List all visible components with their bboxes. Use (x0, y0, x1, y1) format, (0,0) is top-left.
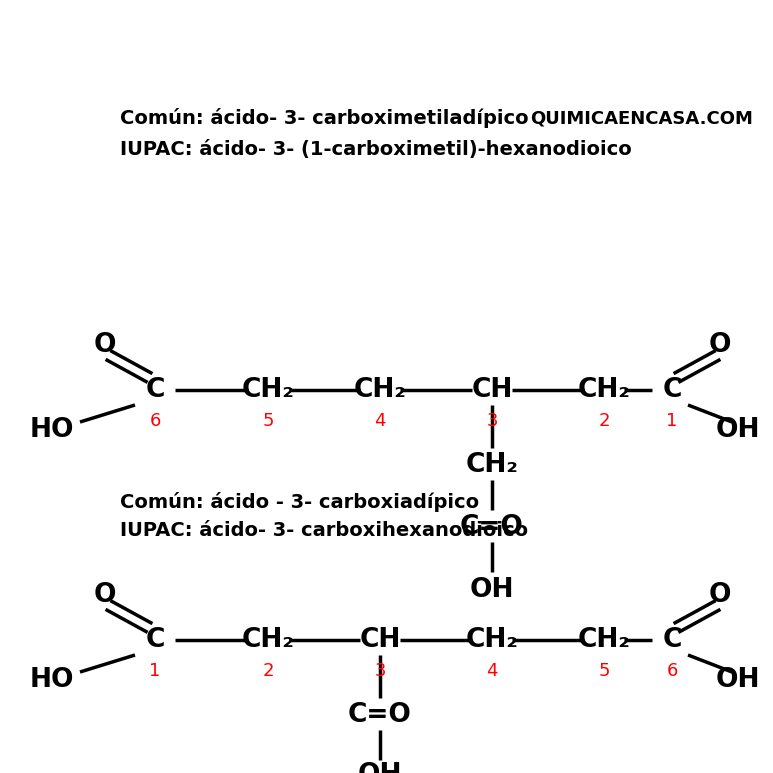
Text: O: O (709, 332, 731, 358)
Text: C=O: C=O (460, 514, 524, 540)
Text: O: O (94, 332, 116, 358)
Text: CH₂: CH₂ (241, 377, 295, 403)
Text: 5: 5 (262, 412, 274, 430)
Text: OH: OH (358, 762, 402, 773)
Text: 3: 3 (486, 412, 498, 430)
Text: CH: CH (359, 627, 400, 653)
Text: 5: 5 (598, 662, 610, 680)
Text: 1: 1 (666, 412, 678, 430)
Text: C: C (662, 377, 682, 403)
Text: CH₂: CH₂ (577, 627, 631, 653)
Text: HO: HO (29, 417, 74, 443)
Text: 2: 2 (262, 662, 274, 680)
Text: C: C (145, 377, 165, 403)
Text: Común: ácido- 3- carboximetiladípico: Común: ácido- 3- carboximetiladípico (120, 108, 529, 128)
Text: HO: HO (29, 667, 74, 693)
Text: OH: OH (470, 577, 514, 603)
Text: Común: ácido - 3- carboxiadípico: Común: ácido - 3- carboxiadípico (120, 492, 479, 512)
Text: 6: 6 (149, 412, 161, 430)
Text: OH: OH (716, 667, 761, 693)
Text: 4: 4 (374, 412, 386, 430)
Text: CH₂: CH₂ (353, 377, 407, 403)
Text: O: O (94, 582, 116, 608)
Text: 1: 1 (149, 662, 161, 680)
Text: C: C (145, 627, 165, 653)
Text: CH: CH (472, 377, 512, 403)
Text: C=O: C=O (348, 702, 412, 728)
Text: 2: 2 (598, 412, 610, 430)
Text: 3: 3 (374, 662, 386, 680)
Text: 6: 6 (666, 662, 678, 680)
Text: CH₂: CH₂ (465, 627, 519, 653)
Text: CH₂: CH₂ (241, 627, 295, 653)
Text: CH₂: CH₂ (577, 377, 631, 403)
Text: O: O (709, 582, 731, 608)
Text: C: C (662, 627, 682, 653)
Text: IUPAC: ácido- 3- carboxihexanodioico: IUPAC: ácido- 3- carboxihexanodioico (120, 520, 528, 540)
Text: 4: 4 (486, 662, 498, 680)
Text: CH₂: CH₂ (465, 452, 519, 478)
Text: IUPAC: ácido- 3- (1-carboximetil)-hexanodioico: IUPAC: ácido- 3- (1-carboximetil)-hexano… (120, 141, 632, 159)
Text: QUIMICAENCASA.COM: QUIMICAENCASA.COM (530, 109, 753, 127)
Text: OH: OH (716, 417, 761, 443)
